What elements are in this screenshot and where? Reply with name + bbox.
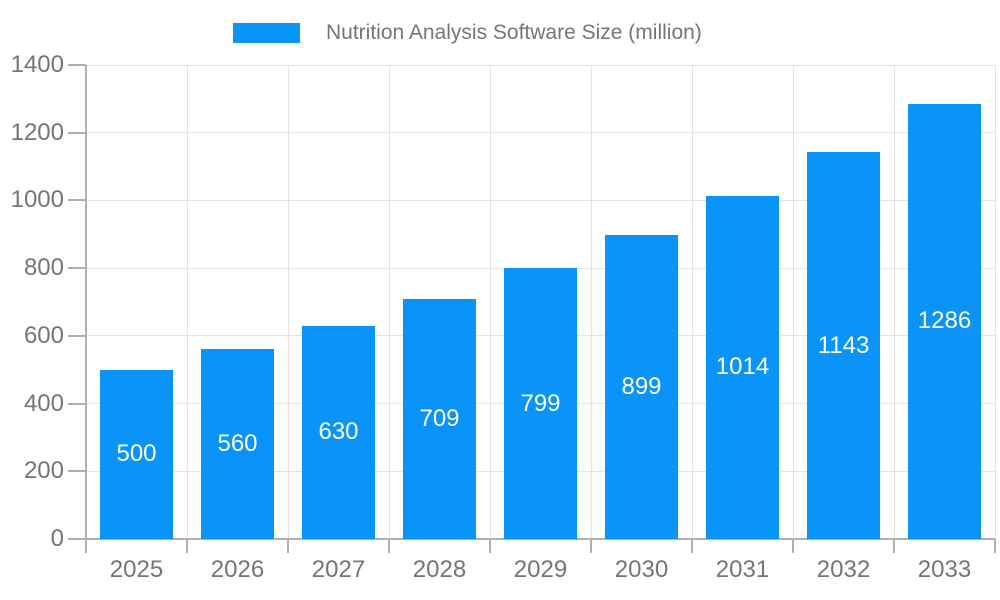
x-gridline (590, 65, 592, 539)
x-axis-tick-label: 2029 (513, 556, 568, 583)
x-gridline (186, 65, 188, 539)
legend-label: Nutrition Analysis Software Size (millio… (326, 21, 702, 44)
bar-2028 (403, 298, 476, 539)
y-axis-line (85, 65, 87, 553)
x-axis-tick-label: 2032 (816, 556, 871, 583)
y-axis-tick-label: 200 (23, 457, 64, 485)
y-gridline (86, 267, 995, 269)
x-gridline (691, 65, 693, 539)
y-axis-tick (68, 267, 86, 270)
bar-value-label: 1014 (715, 353, 770, 381)
legend-swatch (233, 23, 300, 43)
y-axis-tick-label: 800 (23, 254, 64, 282)
x-axis-tick (489, 539, 491, 553)
x-axis-tick-label: 2027 (311, 556, 366, 583)
x-axis-line (68, 538, 995, 540)
bar-2031 (706, 195, 779, 539)
x-axis-tick (388, 539, 390, 553)
bar-2033 (908, 103, 981, 539)
y-axis-tick (68, 199, 86, 202)
x-gridline (994, 65, 996, 539)
y-axis-tick-label: 1200 (10, 118, 64, 146)
x-axis-tick (792, 539, 794, 553)
x-gridline (489, 65, 491, 539)
y-axis-tick (68, 402, 86, 405)
x-axis-tick (994, 539, 996, 553)
bar-value-label: 1143 (817, 331, 870, 359)
x-axis-tick-label: 2025 (109, 556, 164, 583)
bar-value-label: 709 (419, 404, 460, 432)
bar-value-label: 1286 (917, 307, 972, 335)
x-axis-tick (186, 539, 188, 553)
bar-2029 (504, 268, 577, 539)
bar-2027 (302, 325, 375, 539)
x-gridline (388, 65, 390, 539)
bar-value-label: 899 (621, 372, 662, 400)
bar-value-label: 560 (217, 430, 258, 458)
y-gridline (86, 199, 995, 201)
bar-value-label: 630 (318, 418, 359, 446)
bar-2030 (605, 234, 678, 539)
y-axis-tick (68, 470, 86, 473)
x-gridline (893, 65, 895, 539)
y-axis-tick (68, 64, 86, 66)
y-axis-tick (68, 131, 86, 134)
x-axis-tick-label: 2026 (210, 556, 265, 583)
y-axis-tick-label: 0 (50, 525, 64, 552)
y-axis-tick-label: 400 (23, 389, 64, 417)
x-axis-tick-label: 2030 (614, 556, 669, 583)
chart-legend-item[interactable]: Nutrition Analysis Software Size (millio… (233, 21, 702, 45)
x-axis-tick-label: 2033 (917, 556, 972, 583)
bar-2026 (201, 349, 274, 539)
x-axis-tick (893, 539, 895, 553)
y-gridline (86, 64, 995, 66)
y-axis-tick (68, 334, 86, 337)
y-axis-tick-label: 600 (23, 321, 64, 349)
y-gridline (86, 132, 995, 134)
y-axis-tick-label: 1000 (10, 186, 64, 214)
bar-value-label: 500 (116, 440, 157, 468)
bar-2025 (100, 369, 173, 539)
x-axis-tick (590, 539, 592, 553)
y-axis-tick-label: 1400 (10, 51, 64, 78)
x-gridline (792, 65, 794, 539)
x-axis-tick (287, 539, 289, 553)
x-axis-tick-label: 2028 (412, 556, 467, 583)
x-gridline (287, 65, 289, 539)
bar-value-label: 799 (520, 389, 561, 417)
x-axis-tick-label: 2031 (715, 556, 770, 583)
bar-2032 (807, 152, 880, 539)
x-axis-tick (691, 539, 693, 553)
